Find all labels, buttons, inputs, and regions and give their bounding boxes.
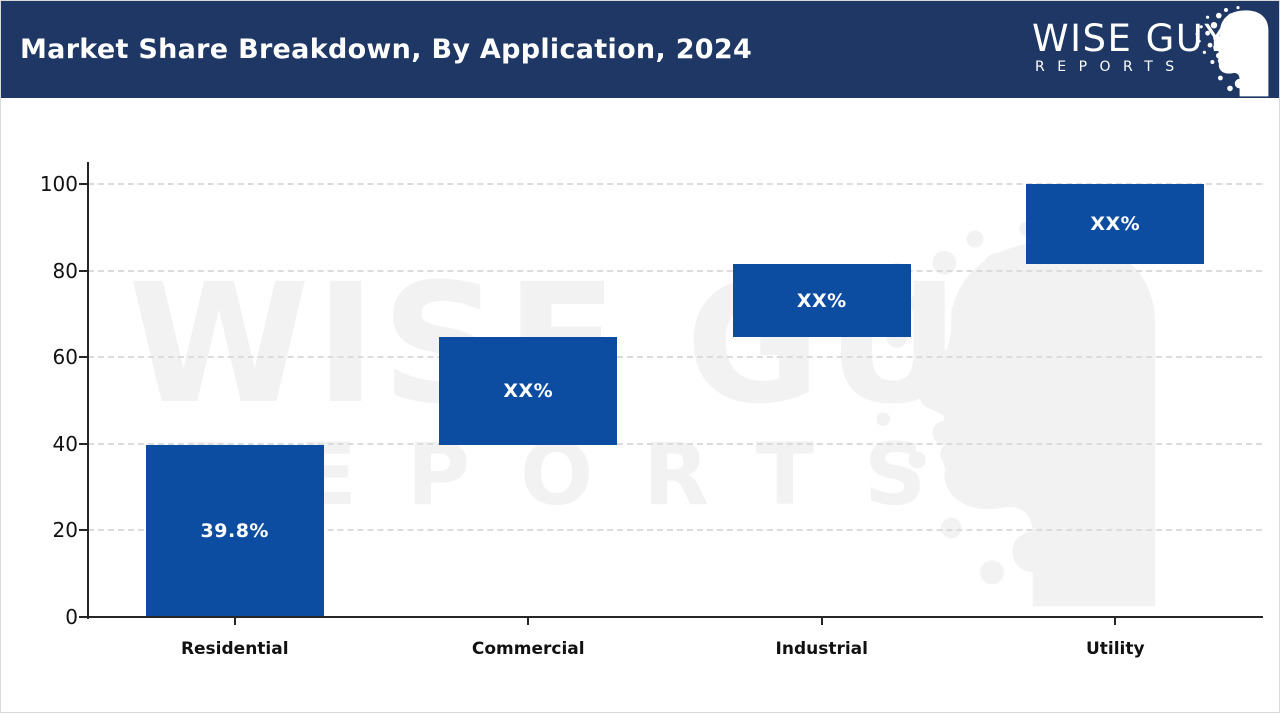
x-tick-mark-industrial [820, 618, 823, 625]
gridline-60 [88, 356, 1262, 359]
y-tick-label-0: 0 [65, 605, 78, 629]
x-tick-mark-utility [1114, 618, 1117, 625]
brand-subname-text: REPORTS [1035, 59, 1187, 75]
y-axis-line [87, 162, 89, 619]
bar-utility: XX% [1026, 184, 1205, 265]
bar-commercial: XX% [439, 337, 618, 445]
watermark-face-icon [845, 222, 1156, 607]
x-tick-mark-residential [233, 618, 236, 625]
brand-wordmark: WISE GUY REPORTS [1032, 20, 1228, 74]
x-axis-line [87, 616, 1263, 618]
x-tick-label-industrial: Industrial [775, 639, 868, 659]
y-tick-mark-60 [79, 356, 87, 359]
bar-residential: 39.8% [145, 444, 324, 617]
bar-value-label: XX% [503, 379, 554, 402]
y-tick-label-40: 40 [52, 431, 78, 456]
bar-value-label: 39.8% [200, 519, 269, 542]
x-tick-label-commercial: Commercial [471, 639, 585, 659]
y-tick-mark-100 [79, 183, 87, 185]
y-tick-label-80: 80 [52, 258, 78, 283]
y-tick-mark-20 [79, 529, 87, 532]
y-tick-label-20: 20 [52, 518, 78, 543]
gridline-40 [88, 442, 1262, 445]
y-tick-mark-0 [79, 616, 87, 618]
y-tick-label-100: 100 [39, 172, 78, 196]
gridline-100 [88, 183, 1262, 185]
bar-industrial: XX% [732, 264, 911, 338]
brand-logo: WISE GUY REPORTS [1006, 0, 1269, 98]
gridline-20 [88, 529, 1262, 532]
brand-name-text: WISE GUY [1032, 17, 1229, 60]
page-title: Market Share Breakdown, By Application, … [20, 33, 753, 65]
y-tick-mark-80 [79, 269, 87, 272]
bar-value-label: XX% [1090, 213, 1141, 236]
bar-value-label: XX% [796, 289, 847, 312]
x-tick-label-utility: Utility [1085, 639, 1145, 659]
gridline-80 [88, 269, 1262, 272]
y-tick-mark-40 [79, 442, 87, 445]
header-bar: Market Share Breakdown, By Application, … [0, 0, 1280, 98]
y-tick-label-60: 60 [52, 345, 78, 370]
x-tick-label-residential: Residential [180, 639, 289, 659]
dotted-face-icon [1195, 6, 1269, 97]
x-tick-mark-commercial [527, 618, 530, 625]
